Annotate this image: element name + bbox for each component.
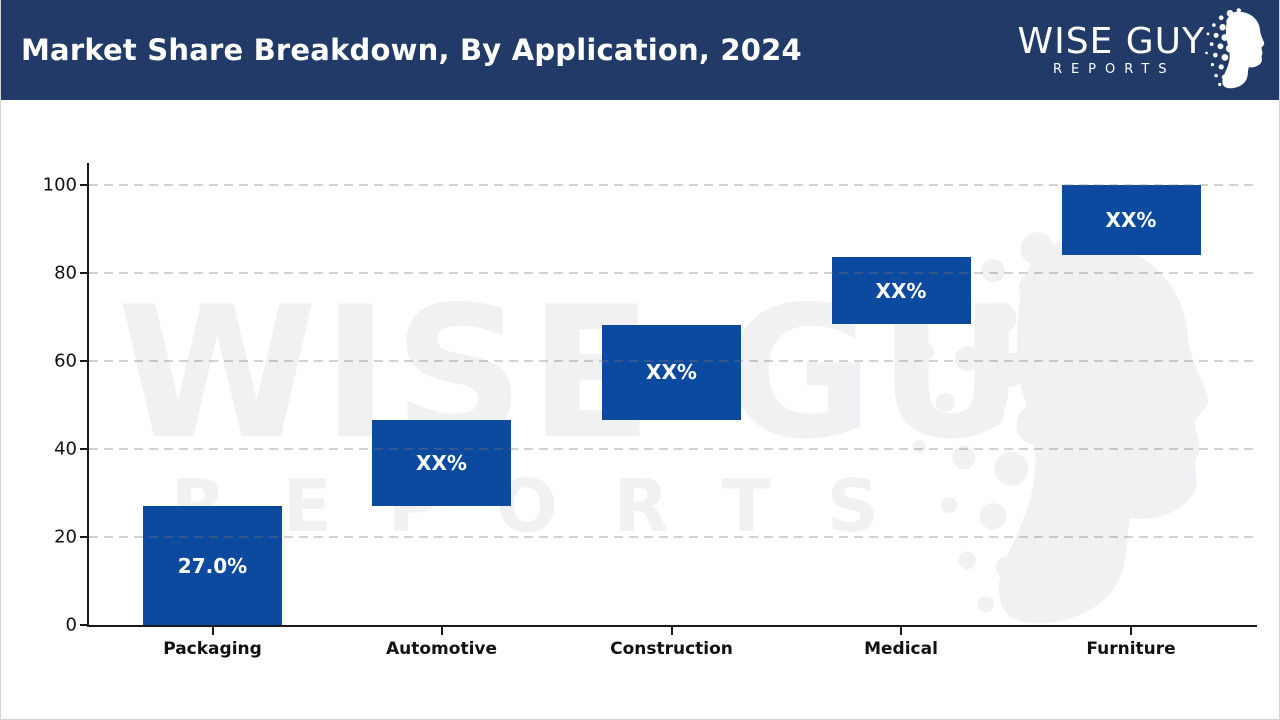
header-bar: Market Share Breakdown, By Application, … [1,0,1279,100]
y-axis-tick-label-100: 100 [42,174,77,196]
x-axis-label-construction: Construction [610,639,733,659]
logo-reports-text: REPORTS [1052,61,1176,77]
x-axis-tick-medical [900,627,902,635]
gridline-80 [89,272,1257,274]
chart-title: Market Share Breakdown, By Application, … [21,33,802,67]
bar-medical [831,257,971,325]
bar-construction [602,324,741,420]
x-axis-tick-construction [670,627,673,635]
gridline-100 [89,184,1257,186]
x-axis-label-furniture: Furniture [1086,639,1176,659]
x-axis-spine [87,625,1257,627]
x-axis-tick-packaging [211,627,214,635]
y-axis-tick-80 [80,272,88,274]
y-axis-spine [87,163,89,627]
bar-label-construction: XX% [646,360,697,385]
bar-packaging [143,506,282,625]
x-axis-label-automotive: Automotive [385,639,498,659]
y-axis-tick-20 [80,536,88,538]
x-axis-label-medical: Medical [864,639,938,659]
y-axis-tick-label-0: 0 [65,614,77,636]
gridline-60 [89,360,1257,362]
y-axis-tick-100 [80,184,88,186]
logo-text: WISE GUY REPORTS [1018,23,1206,77]
y-axis-tick-40 [80,448,88,450]
y-axis-tick-label-20: 20 [54,526,77,548]
y-axis-tick-60 [80,360,88,362]
gridline-40 [89,448,1257,450]
y-axis-tick-label-60: 60 [54,350,77,372]
bar-label-medical: XX% [875,278,927,303]
x-axis-tick-automotive [440,627,443,635]
wise-guy-reports-logo: WISE GUY REPORTS [1018,4,1272,96]
logo-face-icon [1205,8,1265,89]
bar-label-packaging: 27.0% [177,553,248,578]
logo-wordmark: WISE GUY [1017,21,1205,63]
x-axis-label-packaging: Packaging [163,639,262,659]
bar-automotive [372,419,511,507]
bar-label-automotive: XX% [416,451,467,476]
bar-label-furniture: XX% [1105,207,1157,232]
gridline-20 [89,536,1257,538]
y-axis-tick-0 [80,624,88,626]
x-axis-tick-furniture [1130,627,1132,635]
y-axis-tick-label-40: 40 [54,438,77,460]
y-axis-tick-label-80: 80 [54,262,77,284]
